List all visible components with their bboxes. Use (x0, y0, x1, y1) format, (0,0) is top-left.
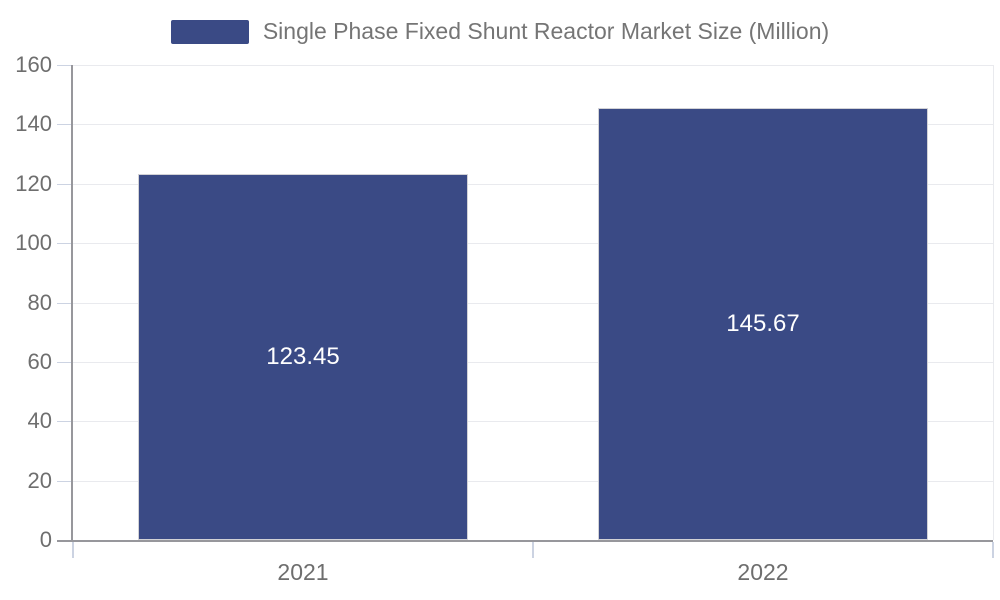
bar-value-label: 123.45 (266, 343, 340, 370)
bar-value-label: 145.67 (726, 310, 800, 337)
y-axis-line (71, 65, 73, 540)
bar: 123.45 (138, 174, 468, 540)
y-axis-tick (57, 421, 73, 422)
x-axis-tick-label: 2021 (277, 559, 329, 585)
x-axis-tick-label: 2022 (737, 559, 789, 585)
gridline (73, 65, 993, 66)
y-axis-tick (57, 184, 73, 185)
gridline (73, 303, 993, 304)
x-axis-tick (72, 542, 74, 558)
gridline (73, 481, 993, 482)
y-axis-tick (57, 124, 73, 125)
plot-right-border (993, 65, 994, 540)
y-axis-tick (57, 243, 73, 244)
gridline (73, 124, 993, 125)
chart-legend: Single Phase Fixed Shunt Reactor Market … (0, 18, 1000, 45)
y-axis-tick-label: 120 (15, 171, 52, 196)
y-axis-tick (57, 481, 73, 482)
y-axis-tick (57, 65, 73, 66)
y-axis-tick (57, 303, 73, 304)
gridline (73, 421, 993, 422)
gridline (73, 243, 993, 244)
legend-swatch (170, 19, 249, 44)
y-axis-tick-label: 60 (27, 349, 52, 374)
x-axis-tick (532, 542, 534, 558)
y-axis-tick-label: 140 (15, 111, 52, 136)
y-axis-tick (57, 362, 73, 363)
y-axis-tick-label: 80 (27, 290, 52, 315)
legend-label: Single Phase Fixed Shunt Reactor Market … (262, 18, 830, 44)
y-axis-tick-label: 100 (15, 230, 52, 255)
y-axis-tick-label: 20 (27, 468, 52, 493)
legend-item[interactable]: Single Phase Fixed Shunt Reactor Market … (170, 18, 830, 45)
y-axis-tick-label: 40 (27, 408, 52, 433)
x-axis-tick (992, 542, 994, 558)
y-axis-tick-label: 160 (15, 52, 52, 77)
x-axis-line (57, 540, 993, 542)
bar: 145.67 (598, 108, 928, 540)
y-axis-tick-label: 0 (39, 527, 52, 552)
gridline (73, 362, 993, 363)
gridline (73, 184, 993, 185)
